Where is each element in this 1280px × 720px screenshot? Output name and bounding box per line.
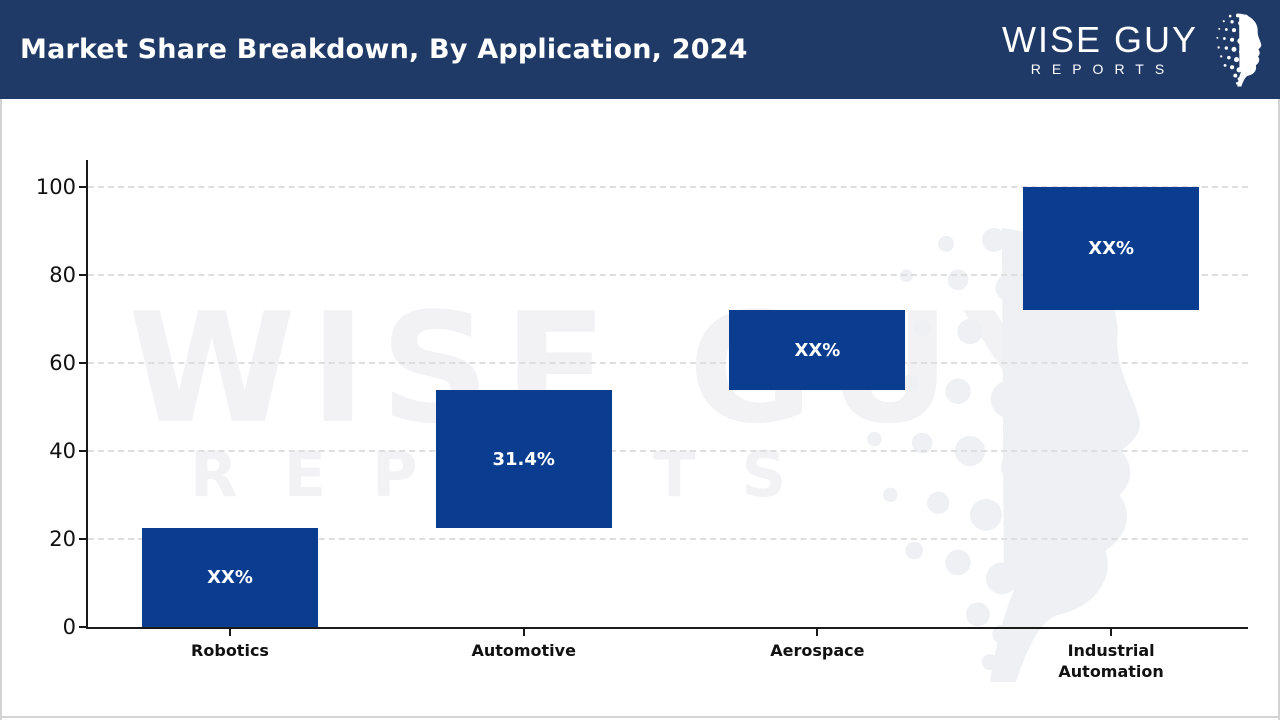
bar-value-label: 31.4%	[492, 448, 555, 470]
page-title: Market Share Breakdown, By Application, …	[20, 34, 748, 65]
brand-logo: WISE GUY REPORTS	[1002, 12, 1280, 88]
y-axis-spine	[86, 160, 88, 629]
brand-wordmark: WISE GUY REPORTS	[1001, 19, 1198, 78]
y-tick-mark-20	[79, 537, 87, 540]
page-border-bottom	[0, 716, 1280, 718]
brand-head-icon	[1216, 13, 1262, 86]
y-tick-mark-0	[79, 626, 87, 628]
y-tick-label-80: 80	[49, 262, 76, 287]
x-category-label-1: Automotive	[471, 641, 576, 660]
bar-industrial-automation: XX%	[1023, 187, 1200, 311]
brand-wordmark-main: WISE GUY	[1001, 19, 1198, 60]
header-band: Market Share Breakdown, By Application, …	[0, 0, 1280, 99]
gridline-y-80	[88, 273, 1248, 276]
y-tick-label-20: 20	[49, 526, 76, 551]
brand-wordmark-sub: REPORTS	[1030, 61, 1176, 77]
bar-aerospace: XX%	[729, 310, 906, 390]
page-border-left	[0, 99, 2, 720]
x-tick-mark-3	[1110, 629, 1113, 636]
gridline-y-100	[88, 185, 1248, 188]
x-category-label-2: Aerospace	[770, 641, 865, 660]
bar-value-label: XX%	[1088, 238, 1134, 260]
y-tick-label-40: 40	[49, 438, 76, 463]
y-tick-label-60: 60	[49, 350, 76, 375]
gridline-y-60	[88, 361, 1248, 364]
x-tick-mark-1	[522, 629, 525, 636]
bar-automotive: 31.4%	[435, 390, 612, 529]
x-category-label-0: Robotics	[191, 641, 269, 660]
bar-value-label: XX%	[794, 339, 841, 361]
gridline-y-40	[88, 449, 1248, 452]
x-tick-mark-2	[816, 629, 819, 636]
gridline-y-20	[88, 537, 1248, 540]
x-axis-spine	[86, 627, 1248, 629]
y-tick-label-0: 0	[62, 615, 76, 639]
page-border-right	[1278, 99, 1280, 720]
y-tick-mark-40	[79, 449, 87, 452]
y-tick-mark-100	[79, 185, 87, 188]
x-tick-mark-0	[229, 629, 231, 636]
y-tick-label-100: 100	[35, 174, 76, 199]
bar-robotics: XX%	[142, 528, 318, 627]
x-category-label-3: Industrial Automation	[1058, 641, 1164, 681]
y-tick-mark-60	[79, 361, 87, 364]
y-tick-mark-80	[79, 273, 87, 276]
bar-value-label: XX%	[207, 567, 253, 589]
